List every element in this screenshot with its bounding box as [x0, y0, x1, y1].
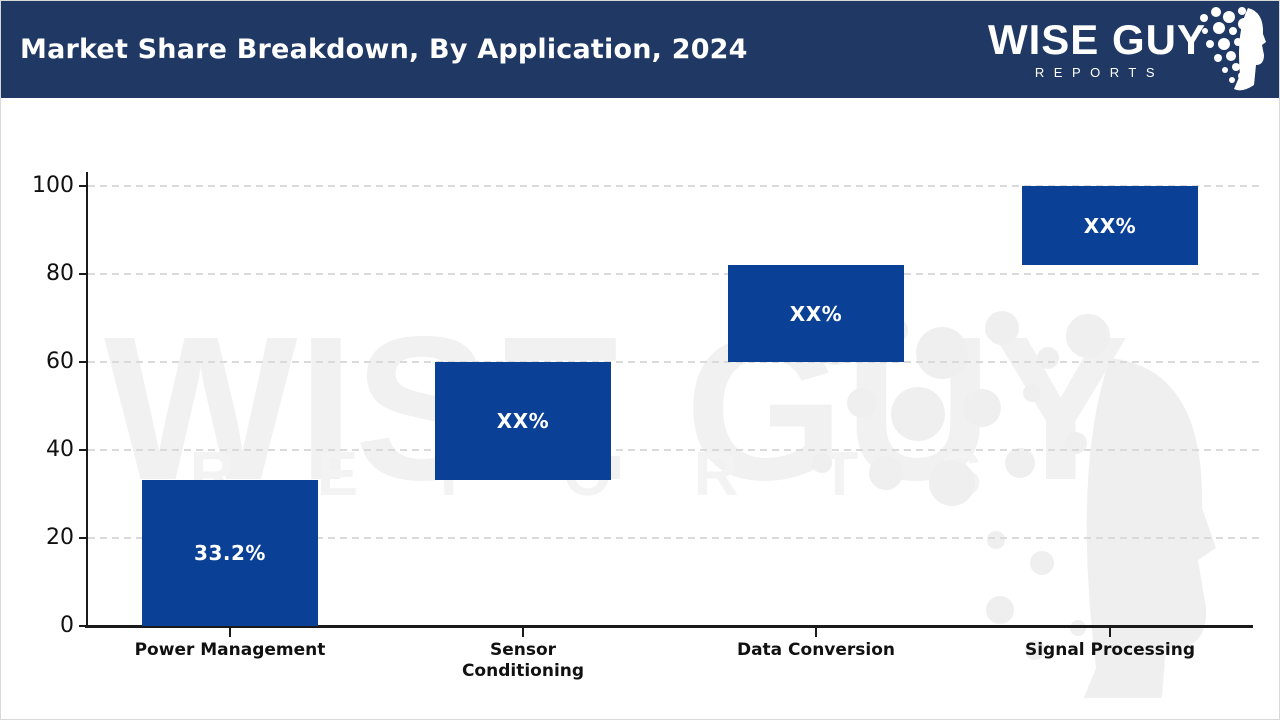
gridline	[88, 273, 1262, 275]
x-axis-line	[85, 625, 1253, 628]
bar-3: XX%	[728, 265, 904, 362]
logo-name: WISE GUY	[987, 15, 1206, 63]
bar-1: 33.2%	[142, 479, 318, 626]
x-tick-mark	[815, 628, 817, 637]
x-tick-mark	[229, 628, 231, 637]
y-tick-mark	[79, 625, 87, 627]
x-category-label: Signal Processing	[1024, 640, 1196, 660]
gridline	[88, 449, 1262, 451]
chart-title: Market Share Breakdown, By Application, …	[20, 33, 748, 65]
watermark-face-icon	[812, 311, 1216, 698]
x-tick-mark	[1109, 628, 1111, 637]
x-category-label: Power Management	[134, 640, 326, 660]
x-category-label: Sensor Conditioning	[461, 640, 585, 681]
bar-2: XX%	[435, 362, 611, 480]
x-tick-mark	[522, 628, 524, 637]
y-tick-label: 100	[32, 173, 74, 198]
y-tick-label: 40	[46, 437, 74, 462]
bar-value-label: XX%	[789, 301, 843, 326]
y-tick-label: 0	[60, 613, 74, 638]
y-tick-mark	[79, 273, 87, 275]
bar-value-label: XX%	[496, 408, 550, 433]
bar-value-label: 33.2%	[194, 540, 266, 565]
logo-face-icon	[1200, 7, 1266, 91]
y-tick-mark	[79, 185, 87, 187]
y-axis-line	[86, 172, 88, 627]
chart-plot-area: WISE GUY REPORTS 0 20 40 60 80 100 33.2% Power …	[0, 98, 1280, 720]
x-category-label: Data Conversion	[736, 640, 896, 660]
header-bar: Market Share Breakdown, By Application, …	[0, 0, 1280, 98]
bar-4: XX%	[1022, 186, 1198, 266]
y-tick-label: 80	[46, 261, 74, 286]
logo-tagline: REPORTS	[1034, 64, 1165, 80]
gridline	[88, 537, 1262, 539]
y-tick-label: 20	[46, 525, 74, 550]
y-tick-mark	[79, 449, 87, 451]
wise-guy-logo: WISE GUY REPORTS	[988, 4, 1266, 94]
logo-wordmark: WISE GUY REPORTS	[987, 15, 1206, 80]
y-tick-mark	[79, 361, 87, 363]
y-tick-label: 60	[46, 349, 74, 374]
y-tick-mark	[79, 537, 87, 539]
bar-value-label: XX%	[1083, 213, 1137, 238]
gridline	[88, 361, 1262, 363]
gridline	[88, 185, 1262, 187]
